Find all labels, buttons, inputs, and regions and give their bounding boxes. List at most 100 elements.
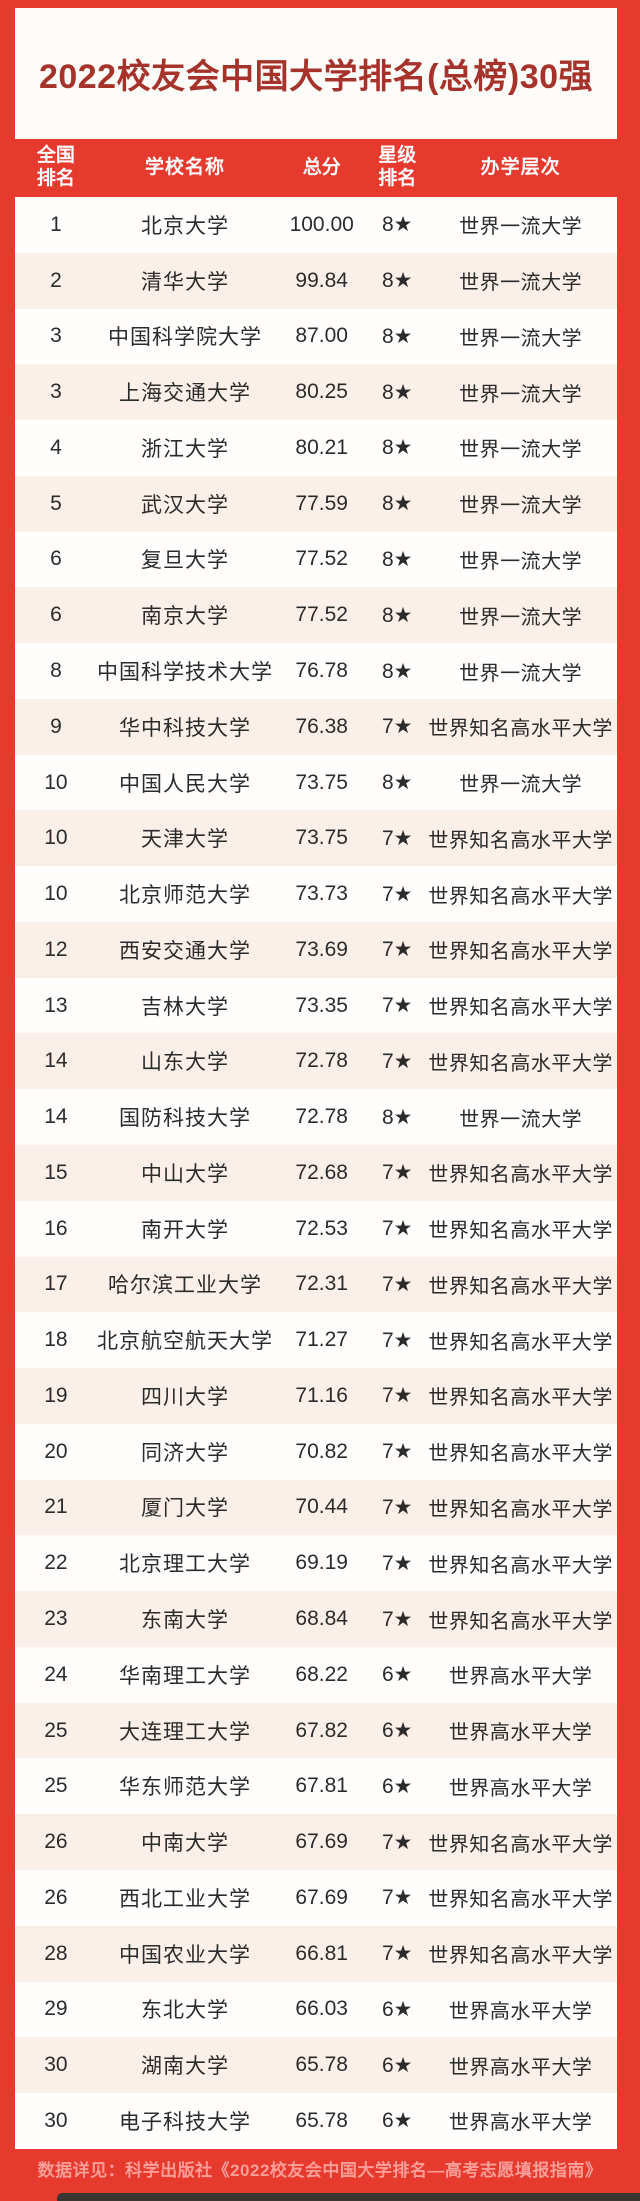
rank-cell: 14 xyxy=(44,1105,68,1129)
score-cell: 67.82 xyxy=(295,1718,348,1742)
university-name-cell: 国防科技大学 xyxy=(119,1107,252,1131)
level-cell: 世界知名高水平大学 xyxy=(428,885,613,908)
level-cell: 世界高水平大学 xyxy=(448,1666,593,1689)
rank-cell: 4 xyxy=(50,435,62,459)
table-row: 20 同济大学 70.82 7★ 世界知名高水平大学 xyxy=(15,1423,617,1480)
level-cell: 世界知名高水平大学 xyxy=(428,1387,613,1410)
score-cell: 80.21 xyxy=(295,435,348,459)
university-name-cell: 西北工业大学 xyxy=(119,1887,252,1911)
star-rating-cell: 6★ xyxy=(381,1663,413,1687)
university-name-cell: 上海交通大学 xyxy=(119,382,252,406)
table-row: 3 中国科学院大学 87.00 8★ 世界一流大学 xyxy=(15,308,617,365)
star-rating-cell: 6★ xyxy=(381,1774,413,1798)
table-row: 10 天津大学 73.75 7★ 世界知名高水平大学 xyxy=(15,810,617,867)
table-row: 1 北京大学 100.00 8★ 世界一流大学 xyxy=(15,197,617,253)
star-rating-cell: 7★ xyxy=(381,1440,413,1464)
rank-cell: 25 xyxy=(44,1718,68,1742)
star-rating-cell: 7★ xyxy=(381,1217,413,1241)
rank-cell: 28 xyxy=(44,1941,68,1965)
rank-cell: 6 xyxy=(50,603,62,627)
university-name-cell: 同济大学 xyxy=(141,1441,230,1465)
star-rating-cell: 7★ xyxy=(381,1886,413,1910)
level-cell: 世界一流大学 xyxy=(459,327,583,350)
table-row: 6 复旦大学 77.52 8★ 世界一流大学 xyxy=(15,531,617,588)
star-rating-cell: 7★ xyxy=(381,826,413,850)
score-cell: 68.84 xyxy=(295,1607,348,1631)
page-title: 2022校友会中国大学排名(总榜)30强 xyxy=(38,58,594,96)
university-name-cell: 华中科技大学 xyxy=(119,716,252,740)
university-name-cell: 北京大学 xyxy=(141,214,230,238)
star-rating-cell: 6★ xyxy=(381,1997,413,2021)
star-rating-cell: 7★ xyxy=(381,994,413,1018)
score-cell: 72.53 xyxy=(295,1216,348,1240)
rank-cell: 1 xyxy=(50,212,62,236)
table-row: 12 西安交通大学 73.69 7★ 世界知名高水平大学 xyxy=(15,921,617,978)
score-cell: 69.19 xyxy=(295,1551,348,1575)
level-cell: 世界知名高水平大学 xyxy=(428,1052,613,1075)
rank-cell: 21 xyxy=(44,1495,68,1519)
star-rating-cell: 7★ xyxy=(381,1272,413,1296)
university-name-cell: 中国科学院大学 xyxy=(108,326,263,350)
star-rating-cell: 8★ xyxy=(381,380,413,404)
star-rating-cell: 8★ xyxy=(381,547,413,571)
table-row: 10 北京师范大学 73.73 7★ 世界知名高水平大学 xyxy=(15,866,617,922)
university-name-cell: 南开大学 xyxy=(141,1218,230,1242)
star-rating-cell: 7★ xyxy=(381,715,413,739)
level-cell: 世界知名高水平大学 xyxy=(428,1498,613,1521)
score-cell: 71.16 xyxy=(295,1383,348,1407)
rank-cell: 10 xyxy=(44,770,68,794)
score-cell: 72.68 xyxy=(295,1160,348,1184)
star-rating-cell: 8★ xyxy=(381,659,413,683)
table-row: 14 国防科技大学 72.78 8★ 世界一流大学 xyxy=(15,1089,617,1146)
score-cell: 65.78 xyxy=(295,2053,348,2077)
university-name-cell: 中山大学 xyxy=(141,1162,230,1186)
table-row: 23 东南大学 68.84 7★ 世界知名高水平大学 xyxy=(15,1591,617,1647)
level-cell: 世界知名高水平大学 xyxy=(428,941,613,964)
rank-cell: 10 xyxy=(44,882,68,906)
star-rating-cell: 7★ xyxy=(381,938,413,962)
score-cell: 76.38 xyxy=(295,714,348,738)
title-area: 2022校友会中国大学排名(总榜)30强 xyxy=(15,8,617,139)
star-rating-cell: 8★ xyxy=(381,492,413,516)
score-cell: 65.78 xyxy=(295,2108,348,2132)
university-name-cell: 北京理工大学 xyxy=(119,1553,252,1577)
star-rating-cell: 7★ xyxy=(381,1384,413,1408)
table-row: 18 北京航空航天大学 71.27 7★ 世界知名高水平大学 xyxy=(15,1312,617,1369)
star-rating-cell: 7★ xyxy=(381,1161,413,1185)
star-rating-cell: 7★ xyxy=(381,1328,413,1352)
score-cell: 66.81 xyxy=(295,1941,348,1965)
level-cell: 世界高水平大学 xyxy=(448,2112,593,2135)
table-row: 26 西北工业大学 67.69 7★ 世界知名高水平大学 xyxy=(15,1869,617,1926)
level-cell: 世界一流大学 xyxy=(459,272,583,295)
star-rating-cell: 6★ xyxy=(381,1719,413,1743)
university-name-cell: 浙江大学 xyxy=(141,437,230,461)
university-name-cell: 山东大学 xyxy=(141,1051,230,1075)
table-row: 30 湖南大学 65.78 6★ 世界高水平大学 xyxy=(15,2037,617,2094)
table-row: 2 清华大学 99.84 8★ 世界一流大学 xyxy=(15,252,617,309)
bottom-strip xyxy=(57,2193,640,2201)
score-cell: 71.27 xyxy=(295,1328,348,1352)
rank-cell: 24 xyxy=(44,1662,68,1686)
university-name-cell: 南京大学 xyxy=(141,605,230,629)
score-cell: 67.69 xyxy=(295,1830,348,1854)
rank-cell: 8 xyxy=(50,659,62,682)
university-name-cell: 华南理工大学 xyxy=(119,1664,252,1688)
star-rating-cell: 7★ xyxy=(381,1551,413,1575)
star-rating-cell: 7★ xyxy=(381,882,413,906)
rank-cell: 12 xyxy=(44,937,68,961)
university-name-cell: 天津大学 xyxy=(141,828,230,852)
star-rating-cell: 7★ xyxy=(381,1607,413,1631)
rank-cell: 2 xyxy=(50,268,62,292)
score-cell: 87.00 xyxy=(295,324,348,348)
table-row: 22 北京理工大学 69.19 7★ 世界知名高水平大学 xyxy=(15,1535,617,1592)
table-row: 19 四川大学 71.16 7★ 世界知名高水平大学 xyxy=(15,1368,617,1424)
level-cell: 世界知名高水平大学 xyxy=(428,829,613,852)
star-rating-cell: 8★ xyxy=(381,213,413,237)
score-cell: 99.84 xyxy=(295,268,348,292)
score-cell: 80.25 xyxy=(295,380,348,404)
rank-cell: 6 xyxy=(50,547,62,571)
star-rating-cell: 8★ xyxy=(381,436,413,460)
rank-cell: 30 xyxy=(44,2053,68,2077)
score-cell: 73.69 xyxy=(295,937,348,961)
university-name-cell: 中国农业大学 xyxy=(119,1943,252,1967)
